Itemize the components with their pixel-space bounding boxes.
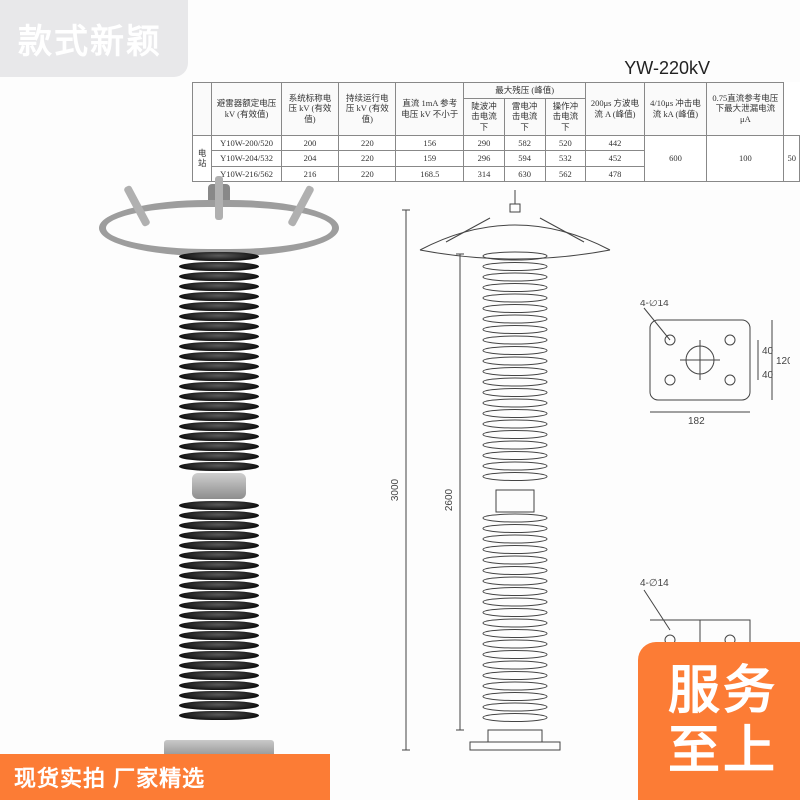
flange-detail-top: 4-∅14 40 40 120 182 [640,300,790,440]
cell: 562 [545,166,586,182]
cell: 50 [784,135,800,182]
th-dc: 直流 1mA 参考电压 kV 不小于 [396,83,464,136]
th-leak: 0.75直流参考电压下最大泄漏电流 μA [707,83,784,136]
cell: 156 [396,135,464,151]
cell: 582 [504,135,545,151]
cell: Y10W-204/532 [212,151,281,167]
row-group: 电站 [193,135,212,182]
cell: 200 [281,135,338,151]
th-r3: 操作冲击电流下 [545,98,586,135]
ring-supports [119,190,319,250]
cell: 600 [644,135,707,182]
th-residual-group: 最大残压 (峰值) [464,83,586,99]
dim-upper: 2600 [444,488,455,511]
badge-top-left: 款式新颖 [0,0,188,77]
th-mcov: 持续运行电压 kV (有效值) [339,83,396,136]
spec-table: 避雷器额定电压 kV (有效值) 系统标称电压 kV (有效值) 持续运行电压 … [192,82,800,182]
th-model: 避雷器额定电压 kV (有效值) [212,83,281,136]
cell: Y10W-200/520 [212,135,281,151]
model-label: YW-220kV [624,58,710,79]
th-r1: 陡波冲击电流下 [464,98,505,135]
cell: 159 [396,151,464,167]
cell: 442 [586,135,644,151]
dim-182: 182 [688,416,705,427]
dim-120: 120 [776,356,790,367]
shed-stack [179,252,259,721]
cell: 520 [545,135,586,151]
cell: 594 [504,151,545,167]
cell: 220 [339,166,396,182]
cell: 452 [586,151,644,167]
outline-drawing: 3000 2600 [400,190,640,760]
th-r2: 雷电冲击电流下 [504,98,545,135]
cell: 220 [339,151,396,167]
th-sys: 系统标称电压 kV (有效值) [281,83,338,136]
hole-note: 4-∅14 [640,300,669,309]
cell: 216 [281,166,338,182]
cell: 314 [464,166,505,182]
cell: 296 [464,151,505,167]
table-row: 电站 Y10W-200/520 200 220 156 290 582 520 … [193,135,800,151]
th-sq: 200μs 方波电流 A (峰值) [586,83,644,136]
hole-note-2: 4-∅14 [640,578,669,589]
cell: 168.5 [396,166,464,182]
badge-bottom-left: 现货实拍 厂家精选 [0,754,330,800]
cell: 532 [545,151,586,167]
cell: 220 [339,135,396,151]
product-photo [84,190,354,760]
th-imp: 4/10μs 冲击电流 kA (峰值) [644,83,707,136]
badge-br-line2: 至上 [668,722,778,782]
cell: 100 [707,135,784,182]
badge-br-line1: 服务 [668,662,778,722]
badge-bottom-right: 服务 至上 [638,642,800,800]
cell: 478 [586,166,644,182]
dim-overall: 3000 [390,478,401,501]
cell: 204 [281,151,338,167]
cell: 630 [504,166,545,182]
th-group [193,83,212,136]
cell: 290 [464,135,505,151]
